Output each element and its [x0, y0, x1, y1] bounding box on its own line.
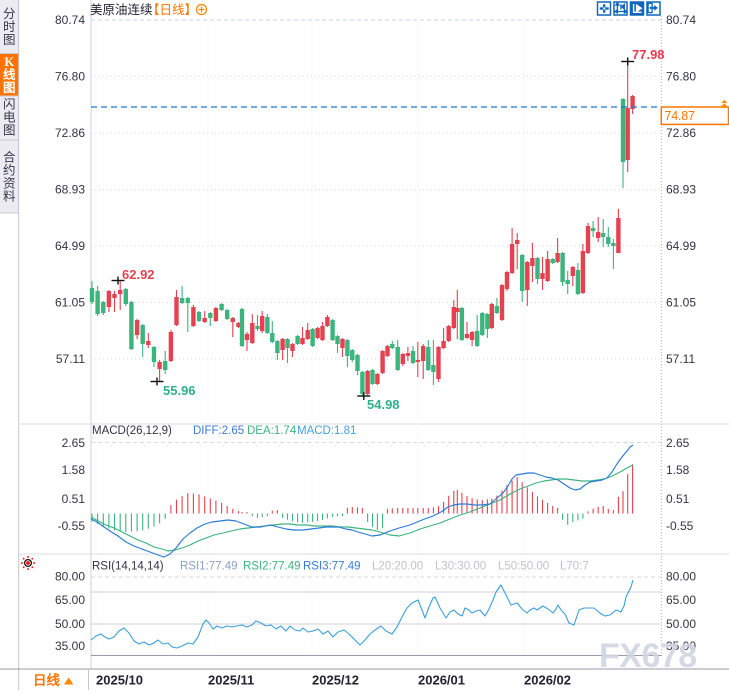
svg-text:RSI3:77.49: RSI3:77.49	[303, 561, 361, 573]
svg-text:50.00: 50.00	[55, 617, 85, 631]
svg-text:DEA:1.74: DEA:1.74	[247, 425, 297, 437]
svg-text:65.00: 65.00	[666, 593, 696, 607]
svg-text:62.92: 62.92	[122, 267, 155, 282]
svg-text:76.80: 76.80	[55, 70, 85, 84]
svg-text:2026/01: 2026/01	[418, 673, 465, 688]
svg-text:时: 时	[3, 20, 16, 34]
svg-text:分: 分	[3, 7, 16, 21]
svg-text:2025/12: 2025/12	[312, 673, 359, 688]
svg-text:74.87: 74.87	[665, 109, 696, 123]
svg-text:-0.55: -0.55	[666, 519, 694, 533]
svg-text:80.00: 80.00	[666, 570, 696, 584]
svg-text:2.65: 2.65	[666, 436, 690, 450]
svg-text:55.96: 55.96	[163, 383, 196, 398]
svg-text:图: 图	[3, 123, 16, 137]
svg-text:77.98: 77.98	[632, 47, 665, 62]
svg-text:72.86: 72.86	[55, 126, 85, 140]
svg-text:68.93: 68.93	[666, 183, 696, 197]
svg-text:图: 图	[3, 81, 16, 95]
svg-text:1.58: 1.58	[62, 463, 86, 477]
svg-text:L50:50.00: L50:50.00	[498, 561, 549, 573]
svg-text:图: 图	[3, 33, 16, 47]
svg-text:64.99: 64.99	[55, 239, 85, 253]
svg-text:DIFF:2.65: DIFF:2.65	[193, 425, 244, 437]
svg-text:76.80: 76.80	[666, 70, 696, 84]
svg-text:80.74: 80.74	[55, 13, 85, 27]
svg-text:料: 料	[3, 189, 16, 203]
svg-text:57.11: 57.11	[666, 352, 695, 366]
svg-text:L70:7: L70:7	[560, 561, 589, 573]
svg-text:2025/10: 2025/10	[96, 673, 143, 688]
svg-text:64.99: 64.99	[666, 239, 696, 253]
svg-text:57.11: 57.11	[56, 352, 85, 366]
svg-text:美原油连续: 美原油连续	[90, 2, 153, 17]
svg-text:L20:20.00: L20:20.00	[372, 561, 423, 573]
svg-text:35.00: 35.00	[55, 639, 85, 653]
svg-text:RSI2:77.49: RSI2:77.49	[243, 561, 301, 573]
svg-text:RSI(14,14,14): RSI(14,14,14)	[92, 561, 164, 573]
svg-text:MACD(26,12,9): MACD(26,12,9)	[92, 425, 172, 437]
svg-text:72.86: 72.86	[666, 126, 696, 140]
svg-text:-0.55: -0.55	[58, 519, 86, 533]
svg-text:0.51: 0.51	[666, 492, 690, 506]
svg-text:80.74: 80.74	[666, 13, 696, 27]
svg-text:2.65: 2.65	[62, 436, 86, 450]
svg-text:65.00: 65.00	[55, 593, 85, 607]
svg-text:80.00: 80.00	[55, 570, 85, 584]
svg-text:2026/02: 2026/02	[524, 673, 571, 688]
svg-text:MACD:1.81: MACD:1.81	[297, 425, 356, 437]
svg-text:L30:30.00: L30:30.00	[435, 561, 486, 573]
svg-text:61.05: 61.05	[666, 296, 696, 310]
svg-text:RSI1:77.49: RSI1:77.49	[180, 561, 238, 573]
svg-text:50.00: 50.00	[666, 617, 696, 631]
svg-text:K: K	[4, 55, 14, 69]
svg-text:68.93: 68.93	[55, 183, 85, 197]
svg-text:FX678: FX678	[599, 637, 697, 675]
svg-text:35.00: 35.00	[666, 639, 696, 653]
svg-text:线: 线	[3, 67, 16, 82]
svg-text:【日线】: 【日线】	[147, 3, 197, 17]
svg-text:1.58: 1.58	[666, 463, 690, 477]
svg-text:2025/11: 2025/11	[208, 673, 254, 688]
svg-text:61.05: 61.05	[55, 296, 85, 310]
svg-text:电: 电	[3, 110, 16, 124]
svg-text:日线: 日线	[33, 672, 60, 688]
svg-text:闪: 闪	[3, 97, 16, 111]
svg-text:0.51: 0.51	[62, 492, 86, 506]
svg-text:约: 约	[3, 162, 16, 177]
svg-text:54.98: 54.98	[367, 397, 400, 412]
svg-text:合: 合	[3, 149, 16, 164]
svg-text:资: 资	[3, 176, 16, 190]
